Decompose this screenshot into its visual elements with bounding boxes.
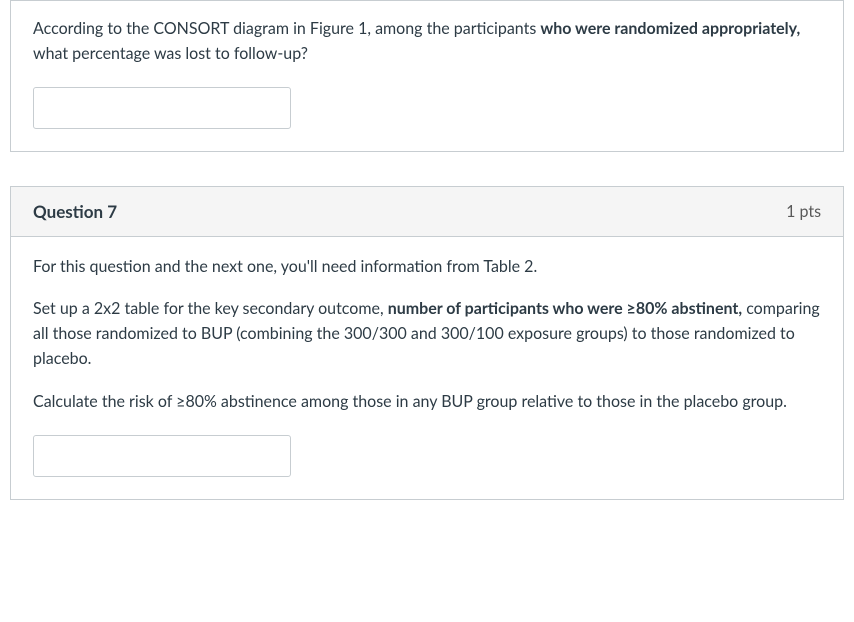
question-prompt-top: According to the CONSORT diagram in Figu… [33, 17, 821, 67]
answer-input-q7[interactable] [33, 435, 291, 477]
q7-para2-prefix: Set up a 2x2 table for the key secondary… [33, 299, 388, 318]
q7-para2-bold: number of participants who were ≥80% abs… [388, 299, 742, 318]
question-title-7: Question 7 [33, 201, 117, 222]
q7-para1: For this question and the next one, you'… [33, 255, 821, 280]
prompt-prefix: According to the CONSORT diagram in Figu… [33, 19, 540, 38]
question-body-7: For this question and the next one, you'… [11, 237, 843, 499]
q7-para3: Calculate the risk of ≥80% abstinence am… [33, 390, 821, 415]
prompt-suffix: what percentage was lost to follow-up? [33, 44, 308, 63]
quiz-page: According to the CONSORT diagram in Figu… [0, 0, 854, 500]
question-body-top: According to the CONSORT diagram in Figu… [11, 1, 843, 151]
prompt-bold: who were randomized appropriately, [540, 19, 800, 38]
question-card-7: Question 7 1 pts For this question and t… [10, 186, 844, 500]
q7-para2: Set up a 2x2 table for the key secondary… [33, 297, 821, 371]
answer-input-top[interactable] [33, 87, 291, 129]
question-card-top: According to the CONSORT diagram in Figu… [10, 0, 844, 152]
question-points-7: 1 pts [786, 202, 821, 221]
question-header-7: Question 7 1 pts [11, 187, 843, 237]
